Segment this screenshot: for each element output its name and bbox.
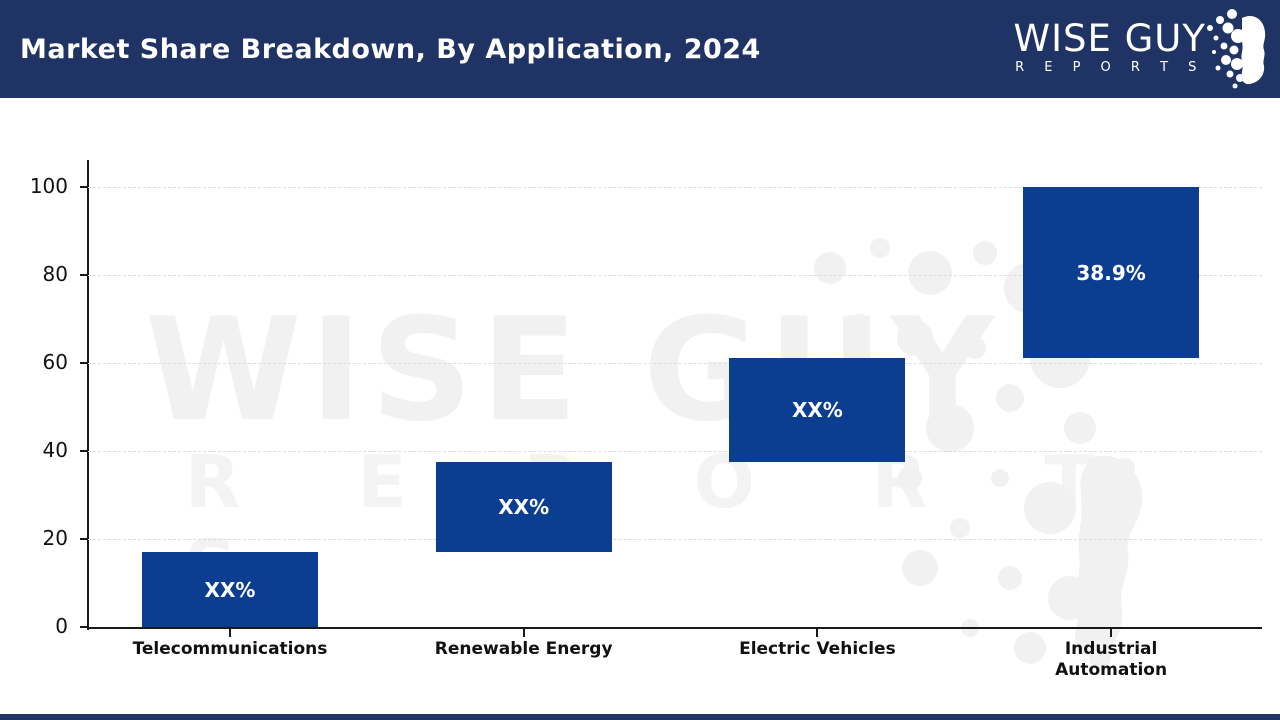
x-tick-label-telecommunications: Telecommunications [132, 639, 328, 659]
x-tick-label-renewable-energy: Renewable Energy [434, 639, 613, 659]
bar-value-label: XX% [204, 577, 256, 602]
y-tick-label-20: 20 [42, 526, 68, 550]
brand-name: WISE GUY [1013, 17, 1206, 60]
bar-value-label: XX% [498, 495, 550, 520]
footer-bar [0, 714, 1280, 720]
bar-value-label: 38.9% [1076, 260, 1146, 285]
brand-subname: R E P O R T S [1015, 60, 1205, 75]
gridline-20 [88, 539, 1262, 540]
bar-industrial-automation: 38.9% [1023, 187, 1200, 359]
y-tick-40 [80, 450, 88, 452]
x-tick-3 [1110, 629, 1113, 637]
gridline-60 [88, 363, 1262, 364]
y-tick-label-0: 0 [55, 614, 68, 638]
x-axis-line [87, 627, 1262, 629]
watermark-subtext: R E P O R T S [185, 440, 1140, 608]
x-tick-0 [229, 629, 231, 637]
y-tick-label-80: 80 [42, 262, 68, 286]
gridline-100 [88, 187, 1262, 188]
gridline-80 [88, 275, 1262, 276]
gridline-40 [88, 451, 1262, 452]
y-tick-80 [80, 274, 88, 276]
y-tick-20 [80, 538, 88, 540]
bar-telecommunications: XX% [142, 552, 318, 627]
x-tick-1 [522, 629, 525, 637]
brand-logo-text: WISE GUY R E P O R T S [1013, 17, 1206, 76]
y-tick-label-40: 40 [42, 438, 68, 462]
x-tick-label-electric-vehicles: Electric Vehicles [739, 639, 896, 659]
x-tick-2 [816, 629, 819, 637]
chart-area: WISE GUY R E P O R T S 020406080100XX%Te… [0, 98, 1280, 714]
logo-face-icon [1207, 9, 1266, 89]
x-tick-label-industrial-automation: Industrial Automation [1055, 639, 1168, 680]
bar-electric-vehicles: XX% [729, 358, 906, 463]
brand-logo: WISE GUY R E P O R T S [1014, 0, 1268, 98]
bar-renewable-energy: XX% [435, 462, 612, 553]
y-axis-line [87, 160, 89, 630]
y-tick-60 [80, 362, 88, 364]
chart-title: Market Share Breakdown, By Application, … [20, 33, 761, 65]
y-tick-0 [80, 626, 88, 628]
header-bar: Market Share Breakdown, By Application, … [0, 0, 1280, 98]
bar-value-label: XX% [791, 398, 843, 423]
y-tick-label-60: 60 [42, 350, 68, 374]
y-tick-100 [80, 186, 88, 188]
y-tick-label-100: 100 [29, 174, 68, 198]
